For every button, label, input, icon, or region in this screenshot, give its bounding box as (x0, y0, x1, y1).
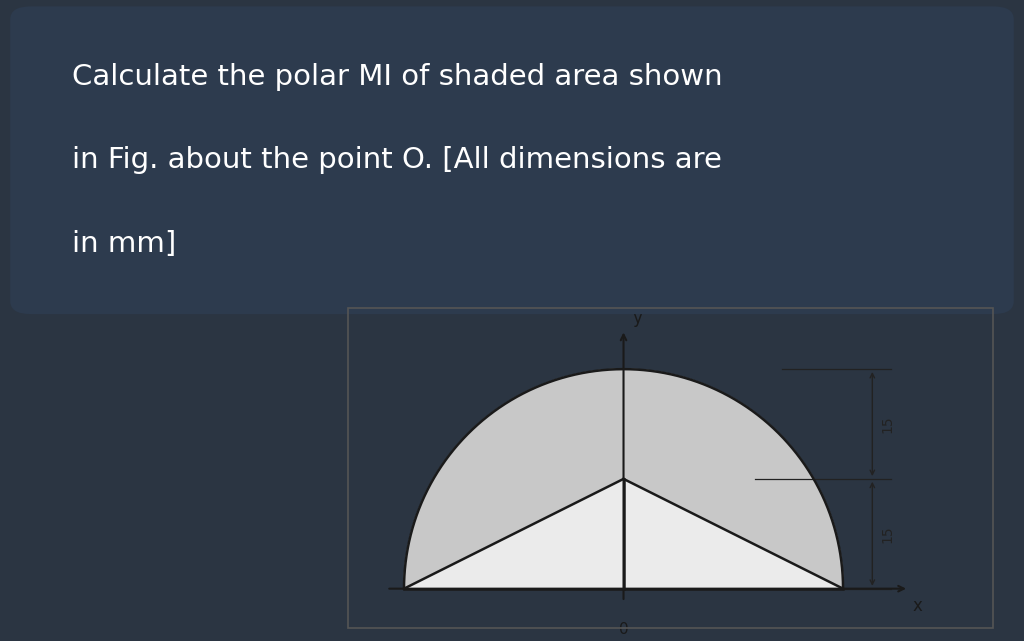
Text: 15: 15 (880, 415, 894, 433)
Text: 15: 15 (880, 525, 894, 542)
Text: x: x (912, 597, 923, 615)
Text: Calculate the polar MI of shaded area shown: Calculate the polar MI of shaded area sh… (72, 63, 722, 91)
Polygon shape (404, 369, 843, 588)
Text: y: y (632, 310, 642, 328)
Text: 0: 0 (618, 622, 629, 637)
Text: in Fig. about the point O. [All dimensions are: in Fig. about the point O. [All dimensio… (72, 146, 722, 174)
Polygon shape (404, 479, 843, 588)
Text: in mm]: in mm] (72, 229, 176, 258)
